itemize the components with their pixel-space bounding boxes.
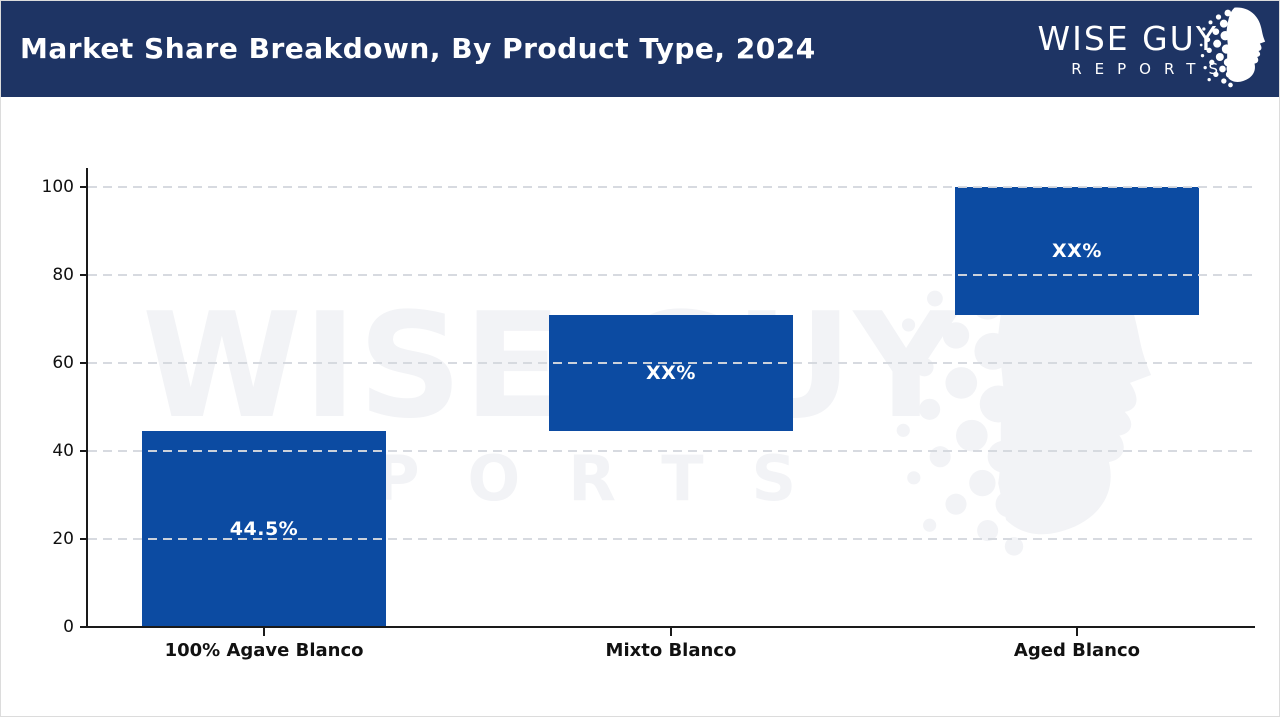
y-tick-label-0: 0	[63, 616, 74, 637]
y-tick-80	[80, 274, 88, 276]
y-tick-label-60: 60	[52, 352, 74, 373]
y-tick-60	[80, 362, 88, 364]
x-category-label: 100% Agave Blanco	[164, 640, 364, 661]
plot-area: 44.5% XX% XX%	[88, 186, 1253, 627]
page-title: Market Share Breakdown, By Product Type,…	[20, 32, 816, 65]
brand-subtitle: REPORTS	[1071, 59, 1231, 78]
bars-layer: 44.5% XX% XX%	[88, 187, 1253, 627]
bar-aged-blanco: XX%	[954, 187, 1199, 315]
x-category-label: Aged Blanco	[1013, 640, 1140, 661]
x-axis-line	[86, 626, 1255, 628]
bar-100-agave-blanco: 44.5%	[142, 431, 386, 627]
brand-logo-text: WISE GUY REPORTS	[1037, 19, 1218, 77]
x-tick-3	[1075, 628, 1078, 636]
y-axis-line	[86, 168, 88, 628]
bar-value-label: XX%	[1052, 239, 1102, 262]
y-tick-100	[80, 186, 88, 188]
y-tick-label-40: 40	[52, 440, 74, 461]
brand-logo: WISE GUY REPORTS	[980, 0, 1280, 97]
x-category-label: Mixto Blanco	[605, 640, 737, 661]
y-tick-label-100: 100	[41, 176, 74, 197]
brand-name: WISE GUY	[1037, 19, 1218, 58]
y-tick-label-80: 80	[52, 264, 74, 285]
y-tick-0	[80, 626, 88, 628]
x-tick-2	[669, 628, 672, 636]
header-bar: Market Share Breakdown, By Product Type,…	[0, 0, 1280, 97]
y-tick-40	[80, 450, 88, 452]
y-tick-label-20: 20	[52, 528, 74, 549]
brand-face-icon	[1199, 7, 1266, 88]
x-tick-1	[263, 628, 266, 636]
y-tick-20	[80, 538, 88, 540]
bar-value-label: XX%	[646, 361, 696, 384]
bar-value-label: 44.5%	[229, 518, 299, 541]
bar-mixto-blanco: XX%	[548, 314, 793, 432]
